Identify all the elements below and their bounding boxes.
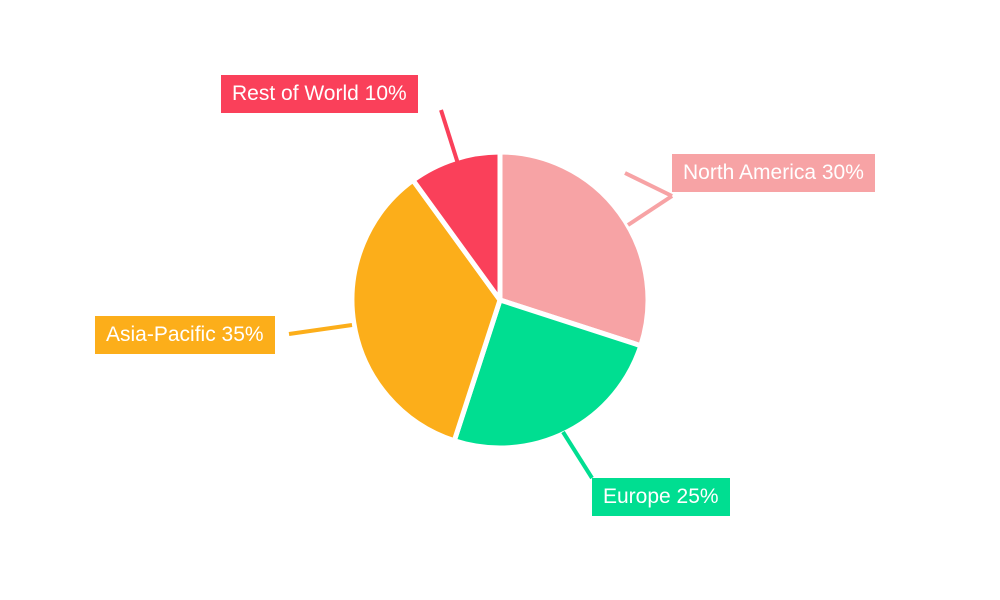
leader-line-asia-pacific	[288, 323, 353, 336]
pie-slice-europe[interactable]	[451, 297, 644, 451]
leader-line-rest-of-world	[439, 109, 462, 171]
pie-slice-asia-pacific[interactable]	[349, 177, 503, 444]
pie-label-asia-pacific[interactable]: Asia-Pacific 35%	[95, 316, 275, 354]
leader-line-north-america-segment	[626, 194, 674, 227]
leader-line-europe	[561, 430, 594, 480]
pie-label-north-america[interactable]: North America 30%	[672, 154, 875, 192]
pie-label-rest-of-world[interactable]: Rest of World 10%	[221, 75, 418, 113]
pie-slice-north-america[interactable]	[497, 149, 651, 349]
leader-line-north-america	[624, 171, 673, 198]
pie-label-europe[interactable]: Europe 25%	[592, 478, 730, 516]
pie-slice-rest-of-world[interactable]	[410, 149, 503, 303]
pie-slices	[349, 149, 651, 451]
leader-lines	[288, 109, 674, 480]
